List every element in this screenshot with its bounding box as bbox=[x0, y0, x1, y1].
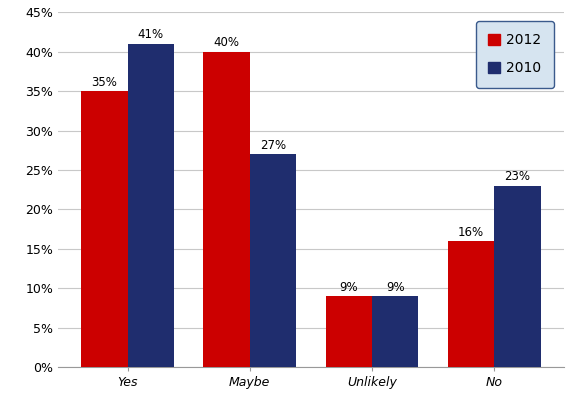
Bar bbox=[203, 52, 250, 367]
Text: 40%: 40% bbox=[213, 36, 239, 49]
Legend: 2012, 2010: 2012, 2010 bbox=[476, 21, 554, 88]
Text: 35%: 35% bbox=[91, 76, 117, 89]
Bar bbox=[448, 241, 494, 367]
Text: 23%: 23% bbox=[504, 171, 530, 184]
Bar bbox=[494, 186, 540, 367]
Bar bbox=[372, 296, 418, 367]
Text: 9%: 9% bbox=[339, 281, 358, 294]
Bar bbox=[127, 44, 174, 367]
Text: 27%: 27% bbox=[260, 139, 286, 152]
Bar bbox=[81, 91, 127, 367]
Bar bbox=[250, 154, 296, 367]
Text: 41%: 41% bbox=[138, 29, 164, 42]
Text: 9%: 9% bbox=[386, 281, 404, 294]
Text: 16%: 16% bbox=[458, 226, 484, 239]
Bar bbox=[325, 296, 372, 367]
